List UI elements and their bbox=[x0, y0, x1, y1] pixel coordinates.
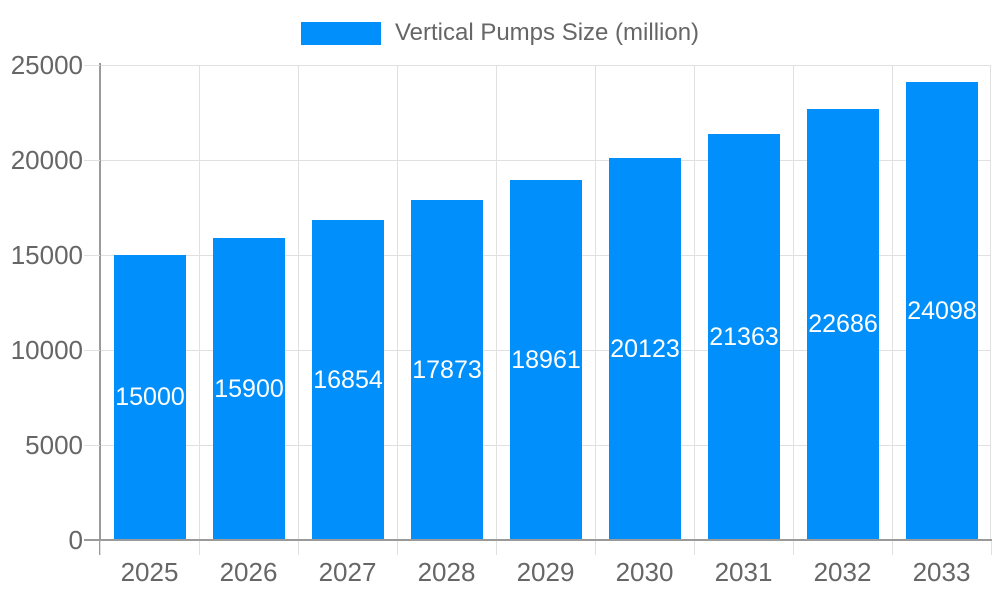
bar-value-label: 15900 bbox=[214, 374, 284, 403]
bar-value-label: 21363 bbox=[709, 322, 779, 351]
x-gridline bbox=[397, 65, 398, 540]
x-axis-line bbox=[84, 539, 992, 541]
x-tick bbox=[694, 541, 695, 555]
y-gridline bbox=[100, 65, 991, 66]
bar-value-label: 22686 bbox=[808, 310, 878, 338]
x-tick bbox=[100, 541, 101, 555]
x-axis-label: 2029 bbox=[516, 557, 575, 587]
x-axis-label: 2030 bbox=[615, 557, 674, 587]
x-gridline bbox=[990, 65, 991, 540]
y-axis-label: 25000 bbox=[10, 50, 83, 80]
bar[interactable]: 20123 bbox=[609, 158, 681, 540]
bar[interactable]: 18961 bbox=[510, 180, 582, 540]
bar[interactable]: 21363 bbox=[708, 134, 780, 540]
y-axis-label: 10000 bbox=[10, 335, 83, 365]
x-tick bbox=[298, 541, 299, 555]
bar-value-label: 18961 bbox=[511, 345, 581, 374]
y-tick bbox=[84, 445, 100, 446]
x-tick bbox=[199, 541, 200, 555]
x-axis-label: 2032 bbox=[813, 557, 872, 587]
x-tick bbox=[793, 541, 794, 555]
y-axis-label: 5000 bbox=[25, 430, 83, 460]
x-tick bbox=[397, 541, 398, 555]
x-axis-label: 2028 bbox=[417, 557, 476, 587]
x-axis-label: 2025 bbox=[120, 557, 179, 587]
x-gridline bbox=[595, 65, 596, 540]
x-tick bbox=[991, 541, 992, 555]
bar[interactable]: 16854 bbox=[312, 220, 384, 540]
x-axis-label: 2033 bbox=[912, 557, 971, 587]
x-gridline bbox=[793, 65, 794, 540]
y-axis-label: 20000 bbox=[10, 145, 83, 175]
y-axis-label: 0 bbox=[68, 525, 83, 555]
x-tick bbox=[892, 541, 893, 555]
x-axis-label: 2026 bbox=[219, 557, 278, 587]
bar[interactable]: 22686 bbox=[807, 109, 879, 540]
plot-area: 15000 15900 16854 17873 18961 20123 21363 22686… bbox=[100, 65, 991, 540]
y-axis-label: 15000 bbox=[10, 240, 83, 270]
legend-swatch bbox=[300, 21, 381, 45]
x-gridline bbox=[298, 65, 299, 540]
y-axis-line bbox=[99, 63, 101, 555]
legend-label: Vertical Pumps Size (million) bbox=[394, 19, 700, 46]
x-gridline bbox=[496, 65, 497, 540]
bar[interactable]: 17873 bbox=[411, 200, 483, 540]
bar-value-label: 15000 bbox=[115, 383, 185, 411]
legend[interactable]: Vertical Pumps Size (million) bbox=[0, 20, 1000, 46]
bar[interactable]: 15000 bbox=[114, 255, 186, 540]
bar-value-label: 24098 bbox=[907, 296, 977, 325]
x-gridline bbox=[199, 65, 200, 540]
x-tick bbox=[496, 541, 497, 555]
x-gridline bbox=[892, 65, 893, 540]
y-tick bbox=[84, 65, 100, 66]
y-tick bbox=[84, 350, 100, 351]
x-axis-label: 2027 bbox=[318, 557, 377, 587]
y-tick bbox=[84, 160, 100, 161]
x-axis-label: 2031 bbox=[714, 557, 773, 587]
bar[interactable]: 24098 bbox=[906, 82, 978, 540]
bar-value-label: 20123 bbox=[610, 334, 680, 363]
bar-value-label: 16854 bbox=[313, 365, 383, 394]
bar-value-label: 17873 bbox=[412, 355, 482, 384]
x-gridline bbox=[694, 65, 695, 540]
bar[interactable]: 15900 bbox=[213, 238, 285, 540]
y-tick bbox=[84, 255, 100, 256]
x-tick bbox=[595, 541, 596, 555]
y-gridline bbox=[100, 160, 991, 161]
